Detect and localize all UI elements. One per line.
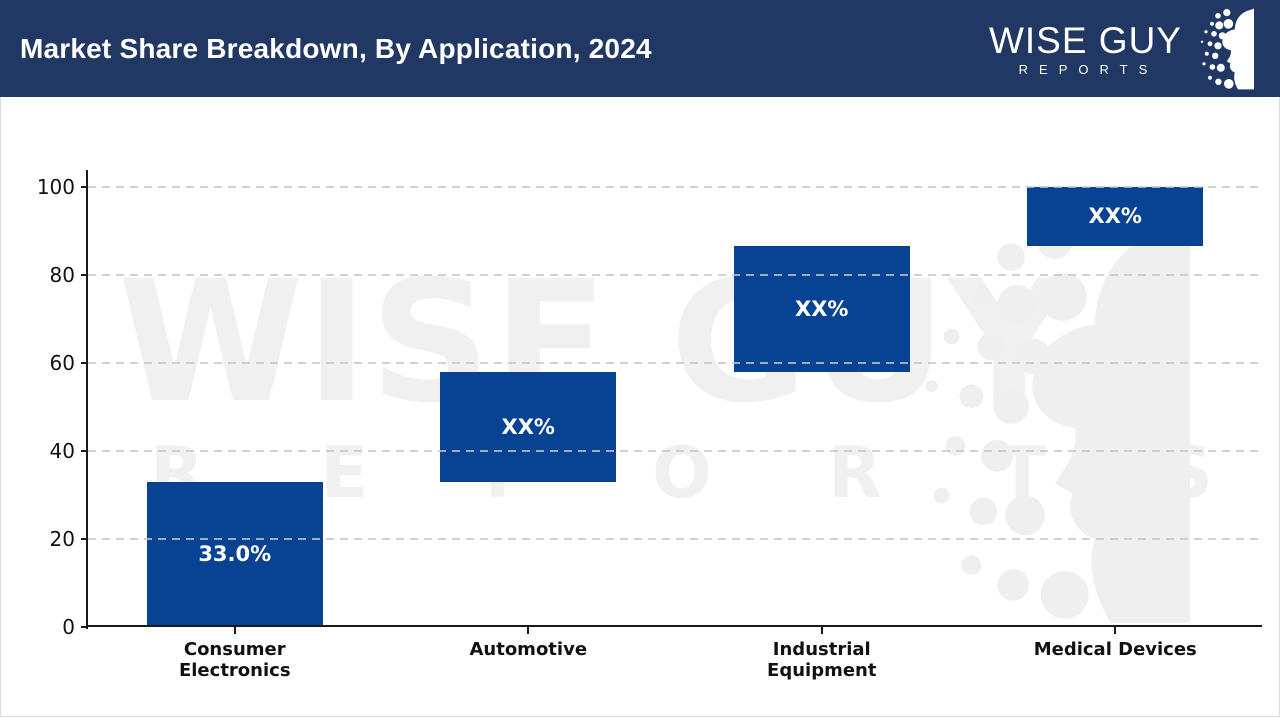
bar-value-label: XX% (501, 414, 555, 439)
gridline-y20 (88, 538, 1262, 540)
bar-value-label: XX% (795, 296, 849, 321)
bar-automotive: XX% (440, 371, 617, 482)
page-title: Market Share Breakdown, By Application, … (20, 32, 652, 64)
x-category-label: Industrial Equipment (767, 639, 877, 682)
gridline-y60 (88, 362, 1262, 364)
y-tick-mark (81, 274, 88, 276)
x-tick-mark (820, 627, 823, 634)
y-tick-mark (81, 450, 88, 452)
y-tick-label: 100 (36, 175, 75, 199)
bar-medical-devices: XX% (1027, 187, 1204, 246)
brand-logo-text: WISE GUY REPORTS (989, 22, 1182, 76)
header-bar: Market Share Breakdown, By Application, … (0, 0, 1280, 97)
y-tick-label: 40 (49, 439, 75, 463)
logo-face-icon (1200, 8, 1254, 89)
bar-value-label: 33.0% (198, 542, 272, 567)
x-tick-mark (233, 627, 236, 634)
x-axis-line (86, 625, 1262, 627)
gridline-y80 (88, 274, 1262, 276)
x-tick-mark (1114, 627, 1117, 634)
x-category-label: Consumer Electronics (178, 639, 291, 682)
watermark-face-icon (925, 221, 1190, 623)
y-axis-line (86, 170, 88, 629)
x-category-label: Medical Devices (1033, 639, 1197, 660)
waterfall-chart: 0 20 40 60 80 100 33.0% Consumer Electronics XX%… (0, 97, 1280, 720)
x-category-label: Automotive (469, 639, 588, 660)
y-tick-label: 60 (49, 351, 75, 375)
y-tick-label: 20 (49, 527, 75, 551)
watermark-subtext: R E P O R T S (150, 432, 1259, 514)
y-tick-mark (81, 362, 88, 364)
y-tick-mark (81, 538, 88, 540)
y-tick-mark (81, 186, 88, 188)
y-tick-mark (81, 626, 88, 628)
logo-subtext: REPORTS (1018, 61, 1159, 77)
brand-logo: WISE GUY REPORTS (989, 7, 1266, 91)
y-tick-label: 80 (49, 263, 75, 287)
y-tick-label: 0 (62, 615, 75, 639)
x-tick-mark (527, 627, 530, 634)
bar-consumer-electronics: 33.0% (146, 481, 323, 627)
gridline-y100 (88, 186, 1262, 188)
bar-value-label: XX% (1088, 204, 1142, 229)
gridline-y40 (88, 450, 1262, 452)
logo-wordmark: WISE GUY (988, 19, 1182, 61)
bar-industrial-equipment: XX% (733, 245, 910, 372)
